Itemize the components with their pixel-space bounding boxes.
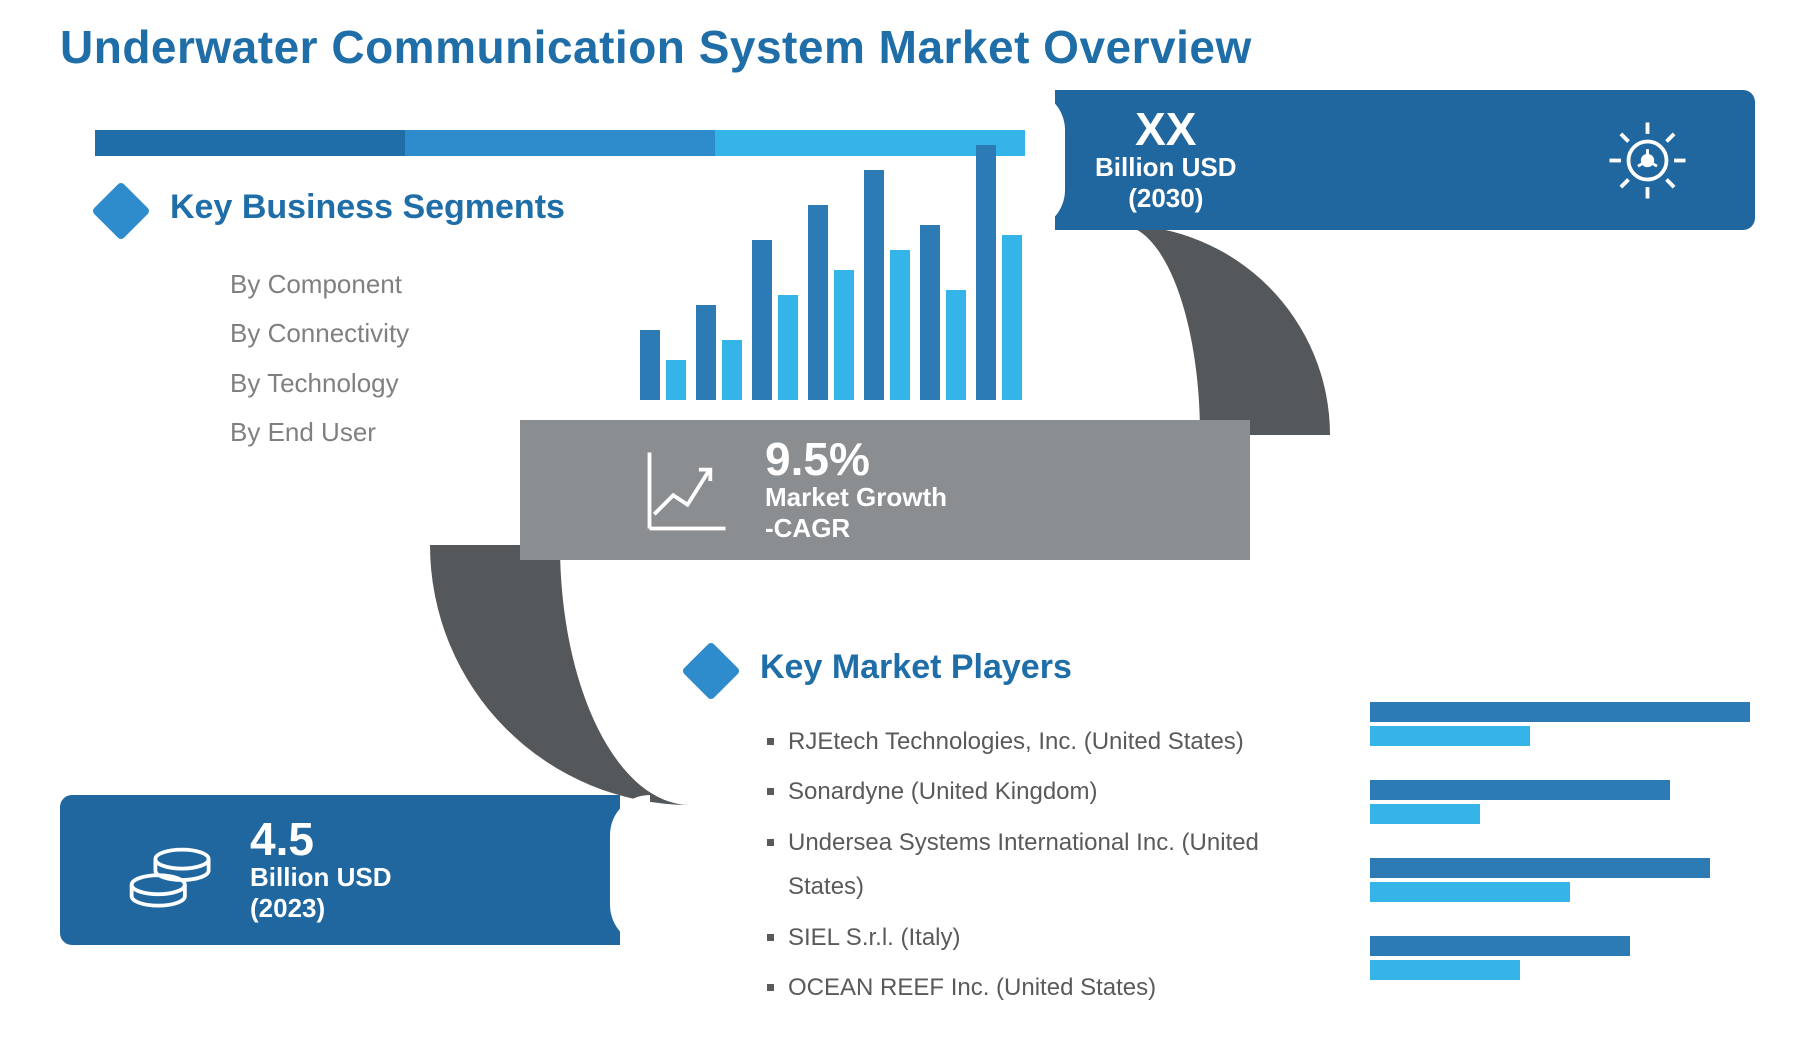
forecast-value: XX: [1095, 106, 1237, 152]
player-item: Undersea Systems International Inc. (Uni…: [788, 821, 1320, 910]
players-heading: Key Market Players: [760, 648, 1072, 687]
diamond-bullet-players: [681, 641, 740, 700]
base-unit: Billion USD: [250, 862, 392, 893]
segments-heading: Key Business Segments: [170, 188, 565, 227]
cagr-label-2: -CAGR: [765, 513, 947, 544]
forecast-unit: Billion USD: [1095, 152, 1237, 183]
ribbon-bottom: 4.5 Billion USD (2023): [60, 795, 620, 945]
players-list: RJEtech Technologies, Inc. (United State…: [760, 720, 1320, 1016]
segment-item: By Technology: [230, 359, 409, 408]
strip-seg-1: [95, 130, 405, 156]
ribbon-curve-top: [1070, 225, 1330, 435]
growth-barchart: [640, 140, 1060, 400]
growth-chart-icon: [640, 443, 735, 538]
segments-list: By Component By Connectivity By Technolo…: [230, 260, 409, 458]
player-item: Sonardyne (United Kingdom): [788, 770, 1320, 814]
base-year: (2023): [250, 893, 392, 924]
segment-item: By Component: [230, 260, 409, 309]
forecast-year: (2030): [1095, 183, 1237, 214]
player-item: OCEAN REEF Inc. (United States): [788, 966, 1320, 1010]
player-item: SIEL S.r.l. (Italy): [788, 916, 1320, 960]
diamond-bullet-segments: [91, 181, 150, 240]
page-title: Underwater Communication System Market O…: [60, 20, 1252, 74]
forecast-block: XX Billion USD (2030): [1095, 106, 1237, 214]
player-item: RJEtech Technologies, Inc. (United State…: [788, 720, 1320, 764]
ribbon-curve-bottom: [430, 545, 690, 805]
base-block: 4.5 Billion USD (2023): [250, 816, 392, 924]
base-value: 4.5: [250, 816, 392, 862]
lightbulb-icon: [1600, 113, 1695, 208]
ribbon-top: XX Billion USD (2030): [1055, 90, 1755, 230]
segment-item: By End User: [230, 408, 409, 457]
ribbon-mid: 9.5% Market Growth -CAGR: [520, 420, 1250, 560]
segment-item: By Connectivity: [230, 309, 409, 358]
cagr-value: 9.5%: [765, 436, 947, 482]
cagr-label-1: Market Growth: [765, 482, 947, 513]
cagr-block: 9.5% Market Growth -CAGR: [765, 436, 947, 544]
players-hbar-chart: [1370, 700, 1770, 1012]
coins-icon: [125, 823, 220, 918]
